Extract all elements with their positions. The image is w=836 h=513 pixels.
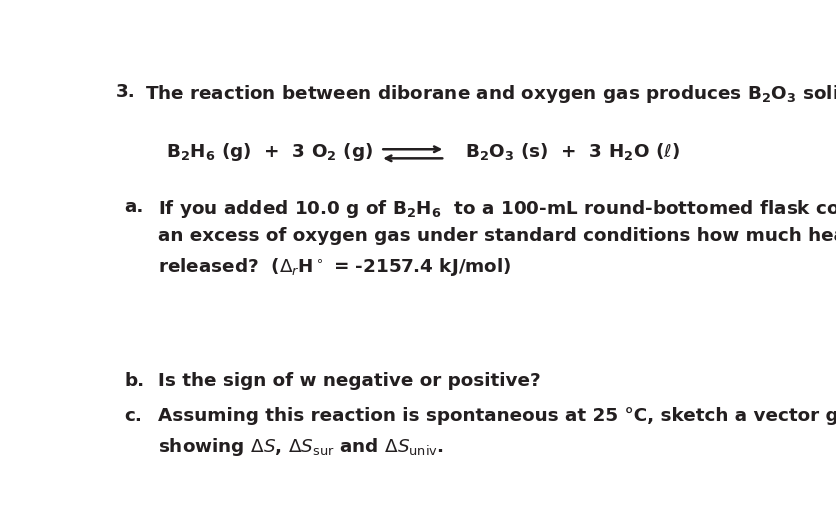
Text: released?  ($\Delta_r$H$^\circ$ = -2157.4 kJ/mol): released? ($\Delta_r$H$^\circ$ = -2157.4…: [158, 255, 511, 278]
Text: 3.: 3.: [116, 83, 136, 101]
Text: showing $\Delta S$, $\Delta S_{\mathrm{sur}}$ and $\Delta S_{\mathrm{univ}}$.: showing $\Delta S$, $\Delta S_{\mathrm{s…: [158, 436, 443, 458]
Text: an excess of oxygen gas under standard conditions how much heat will be: an excess of oxygen gas under standard c…: [158, 227, 836, 245]
Text: c.: c.: [124, 407, 142, 425]
Text: a.: a.: [124, 198, 143, 216]
Text: Assuming this reaction is spontaneous at 25 °C, sketch a vector graph: Assuming this reaction is spontaneous at…: [158, 407, 836, 425]
Text: b.: b.: [124, 371, 144, 390]
Text: If you added 10.0 g of $\mathbf{B_2H_6}$  to a 100-mL round-bottomed flask conta: If you added 10.0 g of $\mathbf{B_2H_6}$…: [158, 198, 836, 220]
Text: The reaction between diborane and oxygen gas produces $\mathbf{B_2O_3}$ solid an: The reaction between diborane and oxygen…: [145, 83, 836, 105]
Text: Is the sign of w negative or positive?: Is the sign of w negative or positive?: [158, 371, 540, 390]
Text: $\mathbf{B_2O_3}$ (s)  +  3 $\mathbf{H_2O}$ ($\ell$): $\mathbf{B_2O_3}$ (s) + 3 $\mathbf{H_2O}…: [464, 141, 679, 162]
Text: $\mathbf{B_2H_6}$ (g)  +  3 $\mathbf{O_2}$ (g): $\mathbf{B_2H_6}$ (g) + 3 $\mathbf{O_2}$…: [166, 141, 373, 163]
